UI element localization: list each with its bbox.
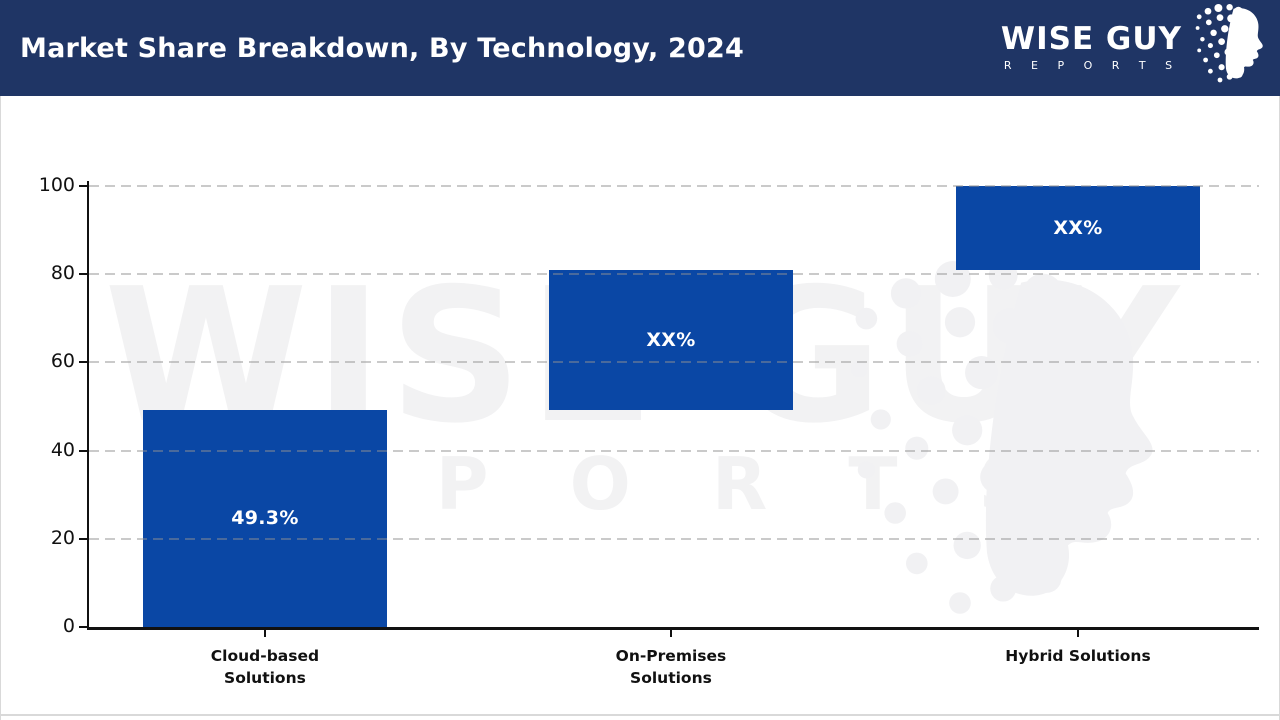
x-category-label: On-Premises Solutions — [615, 647, 727, 687]
y-tick-label: 40 — [50, 438, 75, 461]
chart-canvas: WISE GUY R E P O R T S 49.3% XX% XX% Cloud-… — [0, 96, 1280, 720]
gridline — [89, 537, 1259, 540]
x-tick-mark — [1077, 630, 1079, 637]
x-category-label: Cloud-based Solutions — [210, 647, 320, 687]
bar-value-label: XX% — [1053, 216, 1103, 239]
header-band: Market Share Breakdown, By Technology, 2… — [0, 0, 1280, 96]
plot-area: 49.3% XX% XX% Cloud-based Solutions On-Premi… — [79, 181, 1259, 687]
x-tick-mark — [263, 630, 266, 637]
bottom-border-line — [1, 714, 1279, 716]
y-tick-mark — [79, 185, 87, 187]
y-tick-mark — [79, 361, 87, 364]
y-tick-label: 60 — [50, 350, 75, 373]
bar-value-label: XX% — [646, 328, 696, 351]
x-axis-spine — [87, 627, 1259, 630]
y-tick-label: 100 — [38, 174, 75, 196]
x-tick-mark — [669, 630, 672, 637]
bar-segment: XX% — [548, 269, 793, 410]
gridline — [89, 185, 1259, 187]
y-tick-mark — [79, 537, 87, 540]
y-tick-label: 20 — [50, 526, 75, 549]
y-tick-mark — [79, 626, 87, 628]
bar-segment: 49.3% — [142, 409, 387, 627]
page-title: Market Share Breakdown, By Technology, 2… — [20, 32, 745, 64]
wiseguy-logo-text: WISE GUY R E P O R T S — [1000, 21, 1182, 73]
y-tick-mark — [79, 449, 87, 452]
wiseguy-face-icon — [1195, 4, 1263, 83]
y-tick-label: 0 — [62, 615, 75, 637]
gridline — [89, 361, 1259, 364]
y-axis-spine — [87, 181, 89, 629]
gridline — [89, 449, 1259, 452]
bar-segment: XX% — [955, 186, 1201, 270]
y-tick-label: 80 — [50, 262, 75, 285]
bar-value-label: 49.3% — [231, 507, 299, 530]
y-tick-mark — [79, 273, 87, 276]
wiseguy-logo: WISE GUY R E P O R T S — [1001, 0, 1272, 96]
gridline — [89, 273, 1259, 276]
x-category-label: Hybrid Solutions — [1005, 647, 1151, 665]
logo-wordmark: WISE GUY — [1000, 21, 1182, 57]
watermark-face-icon — [850, 261, 1153, 614]
logo-subtitle: R E P O R T S — [1003, 59, 1181, 72]
